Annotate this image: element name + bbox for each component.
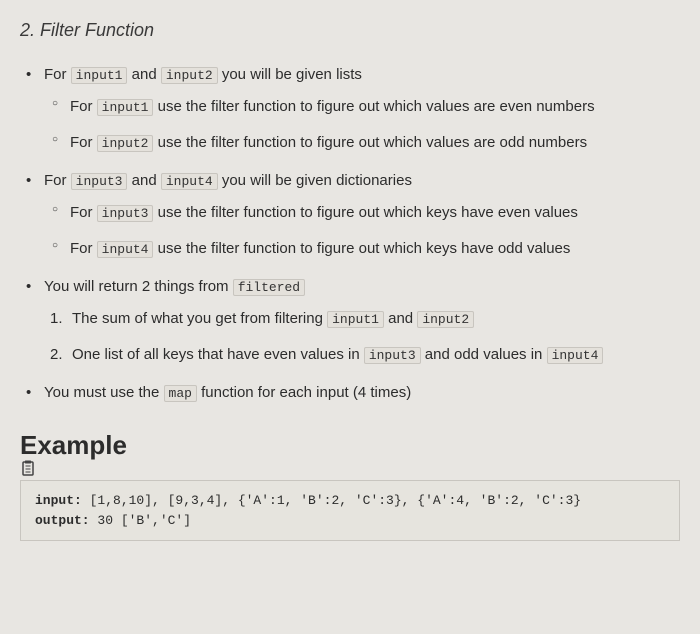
output-label: output: (35, 513, 97, 528)
sub-bullet-list: For input1 use the filter function to fi… (44, 95, 680, 155)
heading-filter-function: 2. Filter Function (20, 16, 680, 45)
text: and odd values in (421, 346, 547, 363)
code-line-output: output: 30 ['B','C'] (35, 511, 665, 531)
code-line-input: input: [1,8,10], [9,3,4], {'A':1, 'B':2,… (35, 491, 665, 511)
text: For (70, 204, 97, 221)
text: and (384, 310, 417, 327)
code-input2: input2 (417, 311, 474, 328)
input-value: [1,8,10], [9,3,4], {'A':1, 'B':2, 'C':3}… (90, 493, 581, 508)
ordered-item-2: One list of all keys that have even valu… (44, 343, 680, 367)
code-input1: input1 (71, 67, 128, 84)
code-input4: input4 (161, 173, 218, 190)
code-input3: input3 (364, 347, 421, 364)
input-label: input: (35, 493, 90, 508)
bullet-2: For input3 and input4 you will be given … (20, 169, 680, 261)
bullet-3: You will return 2 things from filtered T… (20, 275, 680, 367)
example-heading: Example (20, 425, 680, 467)
sub-bullet-1: For input3 use the filter function to fi… (44, 201, 680, 225)
code-input4: input4 (97, 241, 154, 258)
sub-bullet-2: For input2 use the filter function to fi… (44, 131, 680, 155)
text: You must use the (44, 384, 164, 401)
code-input1: input1 (327, 311, 384, 328)
text: For (70, 98, 97, 115)
text: You will return 2 things from (44, 278, 233, 295)
code-input1: input1 (97, 99, 154, 116)
bullet-4: You must use the map function for each i… (20, 381, 680, 405)
sub-bullet-list: For input3 use the filter function to fi… (44, 201, 680, 261)
code-input2: input2 (161, 67, 218, 84)
text: use the filter function to figure out wh… (153, 204, 577, 221)
bullet-1: For input1 and input2 you will be given … (20, 63, 680, 155)
text: For (44, 172, 71, 189)
text: For (44, 66, 71, 83)
output-value: 30 ['B','C'] (97, 513, 191, 528)
text: For (70, 240, 97, 257)
text: One list of all keys that have even valu… (72, 346, 364, 363)
main-bullet-list: For input1 and input2 you will be given … (20, 63, 680, 405)
text: you will be given lists (218, 66, 362, 83)
code-input3: input3 (97, 205, 154, 222)
code-input4: input4 (547, 347, 604, 364)
clipboard-icon[interactable] (20, 460, 36, 476)
text: and (127, 66, 160, 83)
text: and (127, 172, 160, 189)
text: use the filter function to figure out wh… (153, 134, 587, 151)
sub-bullet-1: For input1 use the filter function to fi… (44, 95, 680, 119)
sub-bullet-2: For input4 use the filter function to fi… (44, 237, 680, 261)
text: you will be given dictionaries (218, 172, 412, 189)
ordered-sub-list: The sum of what you get from filtering i… (44, 307, 680, 367)
text: use the filter function to figure out wh… (153, 98, 594, 115)
text: use the filter function to figure out wh… (153, 240, 570, 257)
code-input2: input2 (97, 135, 154, 152)
code-map: map (164, 385, 197, 402)
text: For (70, 134, 97, 151)
text: The sum of what you get from filtering (72, 310, 327, 327)
ordered-item-1: The sum of what you get from filtering i… (44, 307, 680, 331)
code-filtered: filtered (233, 279, 305, 296)
text: function for each input (4 times) (197, 384, 411, 401)
example-code-block: input: [1,8,10], [9,3,4], {'A':1, 'B':2,… (20, 480, 680, 541)
code-input3: input3 (71, 173, 128, 190)
